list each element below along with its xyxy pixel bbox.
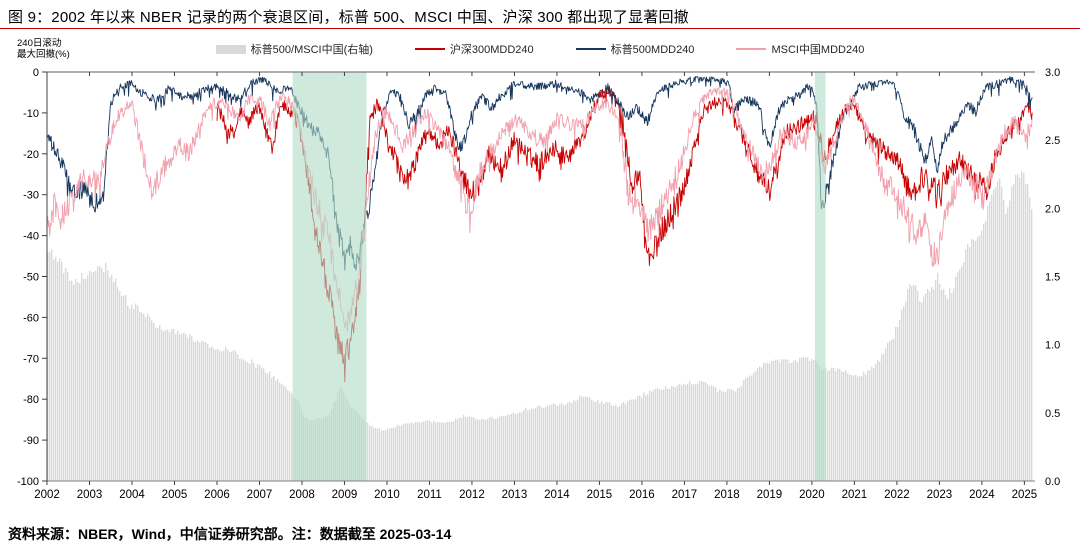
right-axis-tick-label: 1.0 — [1045, 340, 1060, 352]
x-axis-tick-label: 2018 — [714, 489, 740, 501]
recession-band-2 — [814, 72, 826, 481]
y-axis-tick-label: -80 — [23, 394, 39, 406]
legend-item: MSCI中国MDD240 — [736, 41, 864, 57]
x-axis-tick-label: 2023 — [927, 489, 953, 501]
x-axis-tick-label: 2021 — [842, 489, 868, 501]
title-underline — [0, 28, 1080, 29]
x-axis-tick-label: 2007 — [247, 489, 273, 501]
y-axis-tick-label: -20 — [23, 149, 39, 161]
legend-line-swatch — [736, 48, 767, 50]
x-axis-tick-label: 2004 — [119, 489, 145, 501]
x-axis-tick-label: 2025 — [1012, 489, 1038, 501]
x-axis-tick-label: 2011 — [417, 489, 442, 501]
right-axis-tick-label: 0.0 — [1045, 476, 1060, 488]
x-axis-tick-label: 2006 — [204, 489, 230, 501]
legend-label: 标普500MDD240 — [610, 44, 695, 56]
left-axis-title-line2: 最大回撤(%) — [17, 49, 70, 60]
legend-label: MSCI中国MDD240 — [771, 44, 865, 56]
legend-item: 标普500MDD240 — [575, 41, 695, 57]
figure-title: 图 9：2002 年以来 NBER 记录的两个衰退区间，标普 500、MSCI … — [8, 9, 689, 26]
legend-area-swatch — [215, 44, 246, 54]
series-line-2 — [46, 76, 1033, 271]
legend-item: 标普500/MSCI中国(右轴) — [215, 41, 373, 57]
x-axis-tick-label: 2008 — [289, 489, 315, 501]
x-axis-tick-label: 2017 — [672, 489, 698, 501]
y-axis-tick-label: -40 — [23, 231, 39, 243]
x-axis-tick-label: 2005 — [162, 489, 188, 501]
y-axis-tick-label: 0 — [33, 67, 39, 79]
right-axis-tick-label: 0.5 — [1045, 408, 1060, 420]
y-axis-tick-label: -10 — [23, 108, 39, 120]
y-axis-tick-label: -50 — [23, 272, 39, 284]
right-axis-tick-label: 2.5 — [1045, 135, 1060, 147]
right-axis-tick-label: 1.5 — [1045, 272, 1060, 284]
y-axis-tick-label: -70 — [23, 353, 39, 365]
y-axis-tick-label: -90 — [23, 435, 39, 447]
x-axis-tick-label: 2013 — [502, 489, 528, 501]
x-axis-tick-label: 2020 — [799, 489, 825, 501]
x-axis-tick-label: 2009 — [332, 489, 358, 501]
right-axis-tick-label: 2.0 — [1045, 203, 1060, 215]
legend-line-swatch — [414, 48, 445, 50]
series-line-3 — [46, 87, 1033, 332]
x-axis-tick-label: 2019 — [757, 489, 783, 501]
x-axis-tick-label: 2003 — [77, 489, 103, 501]
x-axis-tick-label: 2016 — [629, 489, 655, 501]
legend-label: 标普500/MSCI中国(右轴) — [250, 44, 373, 56]
x-axis-tick-label: 2015 — [587, 489, 613, 501]
x-axis-tick-label: 2022 — [884, 489, 910, 501]
source-note: 资料来源：NBER，Wind，中信证券研究部。注：数据截至 2025-03-14 — [8, 526, 452, 542]
x-axis-tick-label: 2012 — [459, 489, 485, 501]
right-axis-tick-label: 3.0 — [1045, 67, 1060, 79]
x-axis-tick-label: 2014 — [544, 489, 570, 501]
recession-band-1 — [292, 72, 367, 481]
y-axis-tick-label: -60 — [23, 312, 39, 324]
y-axis-tick-label: -30 — [23, 190, 39, 202]
ratio-area-bars — [47, 171, 1033, 482]
x-axis-tick-label: 2024 — [969, 489, 995, 501]
legend-line-swatch — [575, 48, 606, 50]
y-axis-tick-label: -100 — [17, 476, 39, 488]
left-axis-title: 240日滚动 最大回撤(%) — [17, 38, 70, 60]
chart-legend: 标普500/MSCI中国(右轴) 沪深300MDD240 标普500MDD240 MS… — [0, 40, 1080, 58]
x-axis-tick-label: 2010 — [374, 489, 400, 501]
legend-item: 沪深300MDD240 — [414, 41, 534, 57]
legend-label: 沪深300MDD240 — [449, 44, 534, 56]
left-axis-title-line1: 240日滚动 — [17, 38, 62, 49]
x-axis-tick-label: 2002 — [34, 489, 60, 501]
